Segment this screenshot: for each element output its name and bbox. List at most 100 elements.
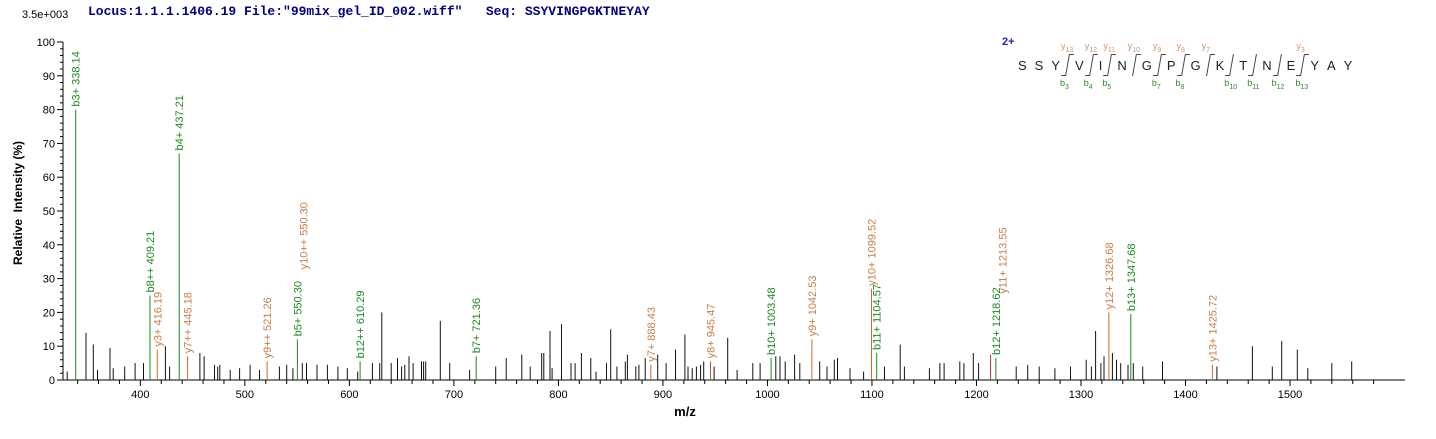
frag-marker: y12 b4: [1084, 41, 1097, 91]
frag-marker: b10: [1224, 53, 1237, 91]
peak-label-y9++: y9++ 521.26: [262, 297, 274, 358]
seq-residue: Y: [1343, 57, 1353, 73]
peak-label-b3+: b3+ 338.14: [71, 51, 83, 106]
cleavage-line: [1276, 54, 1282, 76]
b-ion-label: b11: [1247, 78, 1260, 91]
b-ion-label: b3: [1060, 78, 1069, 91]
x-tick-label: 1500: [1278, 389, 1302, 401]
x-tick-label: 1400: [1173, 389, 1197, 401]
seq-residue: A: [1326, 57, 1336, 73]
x-tick-label: 400: [131, 389, 149, 401]
y-ion-label: y11: [1103, 41, 1116, 54]
peak-label-y3+: y3+ 416.19: [152, 292, 164, 347]
precursor-charge-label: 2+: [1002, 36, 1015, 48]
peak-label-y11+: y11+ 1213.55: [998, 227, 1010, 293]
y-axis-title: Relative Intensity (%): [11, 140, 25, 266]
y-ion-label: y13: [1061, 41, 1074, 54]
y-tick-label: 70: [43, 138, 55, 150]
y-ion-label: y3: [1296, 41, 1305, 54]
max-intensity-label: 3.5e+003: [22, 9, 69, 21]
x-tick-label: 500: [236, 389, 254, 401]
seq-residue: V: [1075, 57, 1084, 73]
seq-residue: S: [1018, 57, 1027, 73]
x-tick-label: 1100: [860, 389, 884, 401]
seq-residue: T: [1239, 57, 1248, 73]
y-tick-label: 100: [37, 37, 55, 49]
frag-marker: b11: [1247, 53, 1260, 91]
cleavage-line: [1229, 54, 1235, 76]
peak-label-y13+: y13+ 1425.72: [1207, 295, 1219, 362]
locus-file-seq-header: Locus:1.1.1.1406.19 File:"99mix_gel_ID_0…: [88, 4, 650, 19]
frag-marker: y3 b13: [1295, 41, 1308, 91]
peak-label-b10+: b10+ 1003.48: [766, 287, 778, 355]
cleavage-line: [1252, 54, 1258, 76]
peak-label-y7+: y7+ 888.43: [646, 307, 658, 362]
y-ion-label: y8: [1176, 41, 1185, 54]
seq-residue: G: [1141, 57, 1152, 73]
y-tick-label: 20: [43, 307, 55, 319]
peak-label-b8++: b8++ 409.21: [145, 231, 157, 293]
b-ion-label: b8: [1175, 78, 1185, 91]
y-ion-label: y10: [1127, 41, 1140, 54]
b-ion-label: b7: [1151, 78, 1161, 91]
x-tick-label: 900: [654, 389, 672, 401]
b-ion-label: b5: [1102, 78, 1112, 91]
cleavage-line: [1156, 54, 1162, 76]
cleavage-line: [1300, 54, 1306, 76]
x-tick-label: 600: [340, 389, 358, 401]
seq-residue: K: [1215, 57, 1225, 73]
y-tick-label: 50: [43, 206, 55, 218]
seq-residue: N: [1117, 57, 1127, 73]
frag-marker: y8 b8: [1176, 41, 1187, 91]
b-ion-label: b13: [1295, 78, 1309, 91]
y-ion-label: y12: [1084, 41, 1097, 54]
cleavage-line: [1205, 54, 1211, 76]
peak-label-b5+: b5+ 550.30: [292, 281, 304, 336]
peak-label-y7++: y7++ 445.18: [183, 292, 195, 353]
frag-marker: y13 b3: [1060, 41, 1073, 91]
seq-residue: Y: [1051, 57, 1061, 73]
y-tick-label: 0: [49, 375, 55, 387]
frag-marker: y11 b5: [1102, 41, 1115, 91]
frag-marker: y10: [1128, 41, 1140, 77]
peak-label-y9+: y9+ 1042.53: [807, 276, 819, 337]
x-axis-title: m/z: [674, 404, 696, 419]
cleavage-line: [1131, 54, 1137, 76]
peak-label-y8+: y8+ 945.47: [706, 304, 718, 359]
cleavage-line: [1065, 54, 1070, 76]
x-tick-label: 1200: [964, 389, 988, 401]
peak-label-b12+: b12+ 1218.62: [991, 287, 1003, 355]
seq-residue: N: [1262, 57, 1272, 73]
frag-marker: b12: [1272, 53, 1284, 91]
x-tick-label: 1000: [755, 389, 779, 401]
seq-residue: I: [1098, 57, 1103, 73]
y-ion-label: y9: [1152, 41, 1162, 54]
peak-label-b7+: b7+ 721.36: [471, 298, 483, 353]
b-ion-label: b4: [1083, 78, 1093, 91]
b-ion-label: b12: [1271, 78, 1285, 91]
y-tick-label: 30: [43, 274, 55, 286]
seq-residue: Y: [1310, 57, 1319, 73]
seq-residue: P: [1166, 57, 1176, 73]
peak-label-b4+: b4+ 437.21: [174, 95, 186, 150]
cleavage-line: [1107, 54, 1113, 76]
y-tick-label: 60: [43, 172, 55, 184]
peak-label-b13+: b13+ 1347.68: [1126, 243, 1138, 311]
x-tick-label: 1300: [1069, 389, 1093, 401]
peak-label-y12+: y12+ 1326.68: [1104, 242, 1116, 309]
b-ion-label: b10: [1224, 78, 1238, 91]
x-tick-label: 800: [549, 389, 567, 401]
x-tick-label: 700: [445, 389, 463, 401]
peak-label-y10+: y10+ 1099.52: [867, 219, 879, 286]
cleavage-line: [1088, 54, 1094, 76]
seq-residue: G: [1190, 57, 1201, 73]
y-tick-label: 80: [43, 105, 55, 117]
frag-marker: y9 b7: [1152, 41, 1163, 91]
peak-label-y10++: y10++ 550.30: [298, 202, 310, 269]
seq-residue: S: [1034, 57, 1044, 73]
peak-label-b11+: b11+ 1104.57: [872, 284, 884, 350]
y-tick-label: 40: [43, 240, 55, 252]
frag-marker: y7: [1202, 41, 1212, 77]
